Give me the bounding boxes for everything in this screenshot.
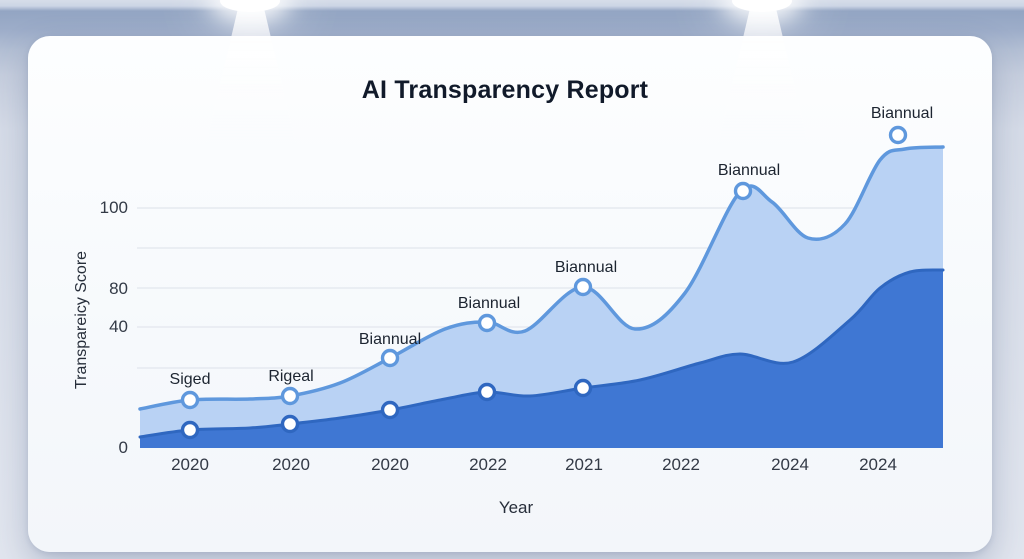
data-point-marker-upper (280, 386, 300, 406)
x-axis-title: Year (498, 498, 534, 517)
data-point-marker-upper (733, 181, 753, 201)
data-point-marker-upper (477, 313, 497, 333)
data-point-marker-lower (477, 382, 497, 402)
chart-title: AI Transparency Report (361, 76, 649, 104)
data-point-marker-lower (380, 400, 400, 420)
data-point-marker-lower (573, 378, 593, 398)
data-point-marker-upper (380, 348, 400, 368)
data-point-marker-upper (180, 390, 200, 410)
data-point-marker-upper (573, 277, 593, 297)
data-point-marker-lower (280, 414, 300, 434)
y-axis-title: Transpareicy Score (73, 250, 90, 390)
data-point-marker-upper (888, 125, 908, 145)
area-lower (140, 269, 943, 448)
data-point-marker-lower (180, 420, 200, 440)
